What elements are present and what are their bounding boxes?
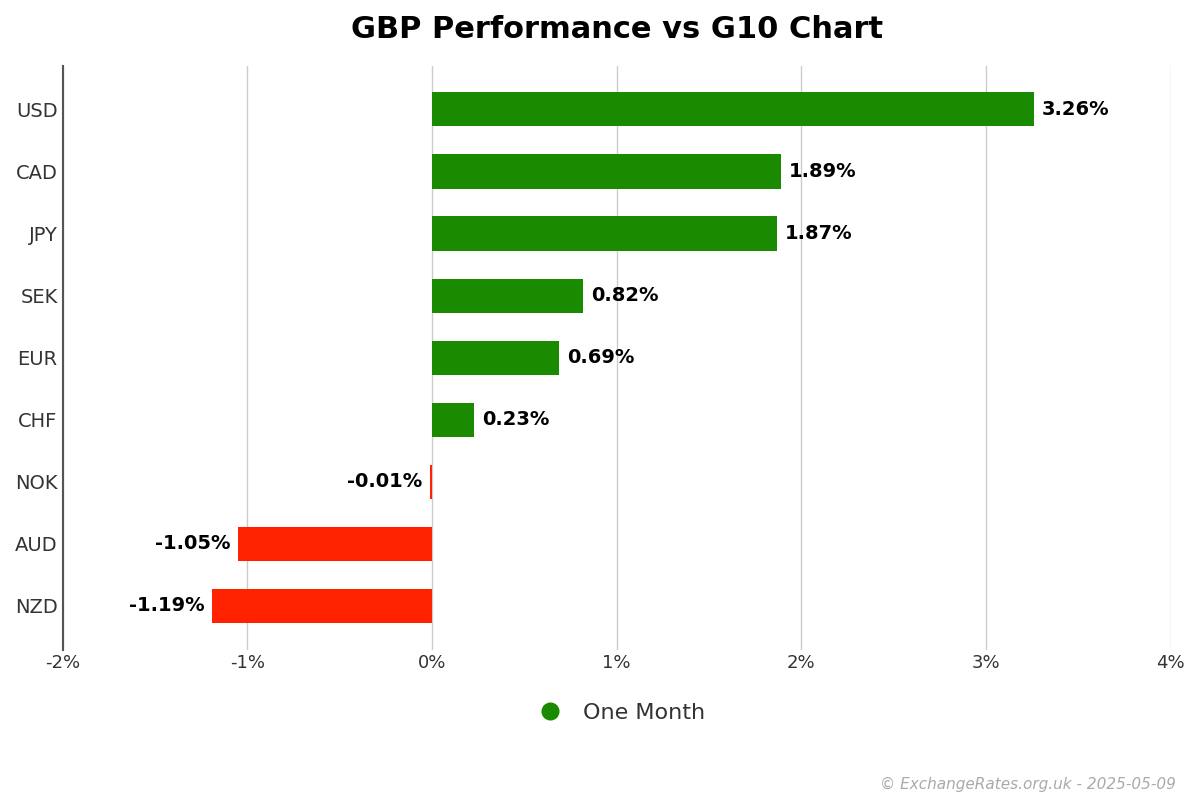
Text: -1.19%: -1.19%	[130, 597, 205, 615]
Legend: One Month: One Month	[518, 694, 714, 732]
Bar	[238, 527, 432, 561]
Bar	[212, 589, 432, 623]
Text: 0.23%: 0.23%	[482, 410, 550, 430]
Text: 3.26%: 3.26%	[1042, 100, 1109, 119]
Text: 1.89%: 1.89%	[788, 162, 856, 181]
Bar	[432, 154, 781, 189]
Text: 0.69%: 0.69%	[566, 348, 634, 367]
Bar	[432, 278, 583, 313]
Bar	[432, 217, 778, 250]
Title: GBP Performance vs G10 Chart: GBP Performance vs G10 Chart	[350, 15, 883, 44]
Text: © ExchangeRates.org.uk - 2025-05-09: © ExchangeRates.org.uk - 2025-05-09	[880, 777, 1176, 792]
Text: 1.87%: 1.87%	[785, 224, 852, 243]
Text: -0.01%: -0.01%	[348, 472, 422, 491]
Bar	[432, 92, 1034, 126]
Bar	[432, 341, 559, 374]
Text: 0.82%: 0.82%	[590, 286, 659, 305]
Text: -1.05%: -1.05%	[155, 534, 230, 554]
Bar	[430, 465, 432, 499]
Bar	[432, 402, 474, 437]
